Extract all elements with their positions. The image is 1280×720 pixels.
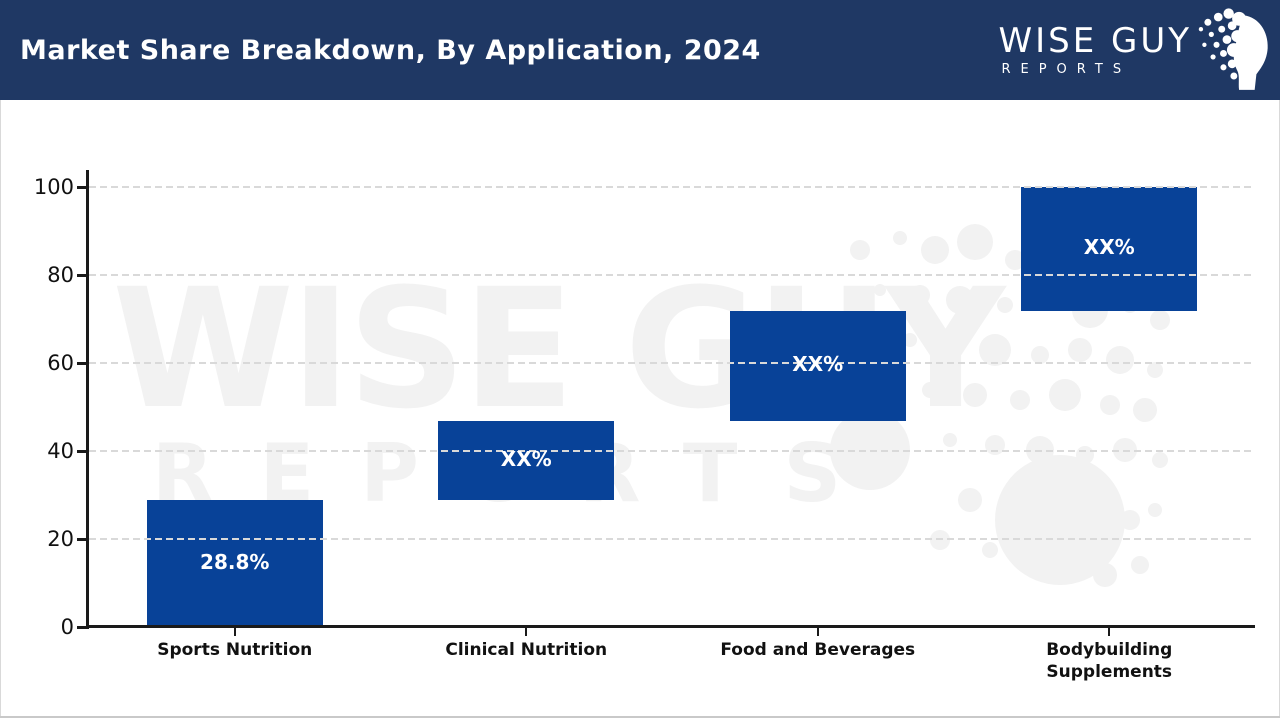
bar-value-label: XX% bbox=[500, 446, 552, 471]
y-tick-label: 40 bbox=[47, 439, 74, 463]
y-axis bbox=[86, 170, 89, 629]
x-tick-mark bbox=[233, 628, 236, 636]
bar bbox=[438, 421, 615, 501]
bar-value-label: XX% bbox=[792, 351, 844, 376]
gridline bbox=[89, 274, 1255, 276]
x-tick-mark bbox=[816, 628, 819, 636]
bar bbox=[146, 500, 323, 627]
gridline bbox=[89, 450, 1255, 452]
y-tick-mark bbox=[77, 186, 87, 189]
y-tick-label: 100 bbox=[33, 175, 74, 199]
x-category-label: Food and Beverages bbox=[720, 640, 916, 660]
x-category-label: Clinical Nutrition bbox=[445, 640, 608, 660]
page-title: Market Share Breakdown, By Application, … bbox=[20, 34, 761, 66]
y-tick-mark bbox=[77, 362, 87, 365]
gridline bbox=[89, 538, 1255, 540]
logo-wordmark: WISE GUY bbox=[998, 20, 1192, 61]
y-tick-label: 80 bbox=[47, 263, 74, 287]
y-tick-mark bbox=[77, 450, 87, 453]
bar-value-label: XX% bbox=[1083, 234, 1135, 259]
x-tick-mark bbox=[525, 628, 528, 636]
y-tick-label: 60 bbox=[47, 351, 74, 375]
x-category-label: Sports Nutrition bbox=[157, 640, 313, 660]
bar bbox=[729, 310, 906, 422]
y-tick-label: 0 bbox=[60, 615, 74, 639]
header: Market Share Breakdown, By Application, … bbox=[0, 0, 1280, 100]
x-tick-mark bbox=[1108, 628, 1111, 636]
logo-subtext: REPORTS bbox=[1001, 61, 1132, 77]
logo-wordmark-block: WISE GUY REPORTS bbox=[998, 24, 1192, 77]
bar bbox=[1021, 187, 1198, 311]
x-axis bbox=[86, 625, 1255, 628]
card-border-bottom bbox=[0, 716, 1280, 718]
gridline bbox=[89, 362, 1255, 364]
y-tick-mark bbox=[77, 274, 87, 277]
y-tick-mark bbox=[77, 538, 87, 541]
y-tick-label: 20 bbox=[47, 527, 74, 551]
y-tick-mark bbox=[77, 626, 87, 629]
x-category-label: Bodybuilding Supplements bbox=[1046, 640, 1173, 682]
bar-value-label: 28.8% bbox=[200, 549, 270, 574]
wise-guy-logo: WISE GUY REPORTS bbox=[998, 6, 1280, 94]
card-border-left bbox=[0, 100, 1, 717]
gridline bbox=[89, 186, 1255, 188]
logo-head-icon bbox=[1198, 8, 1268, 90]
